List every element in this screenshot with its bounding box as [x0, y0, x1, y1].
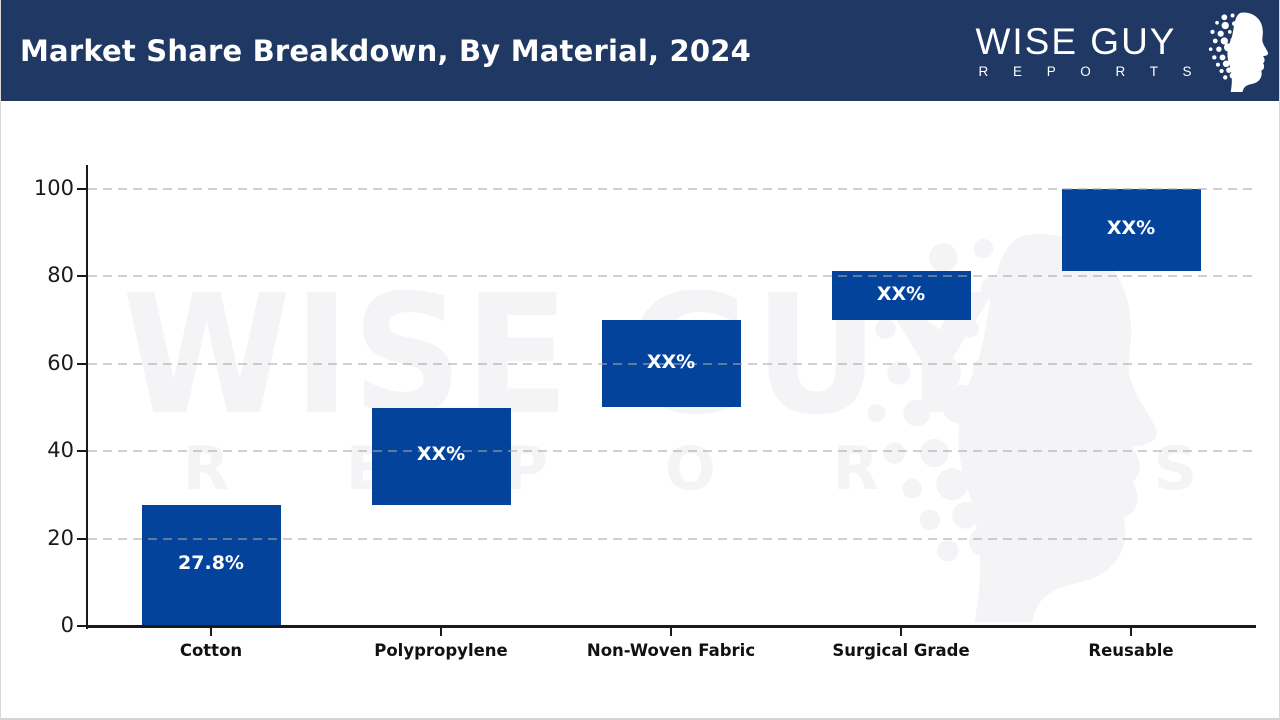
bar	[371, 407, 511, 505]
y-tick-label: 0	[60, 613, 74, 637]
x-tick-mark	[440, 628, 442, 636]
x-tick-label: Polypropylene	[374, 641, 508, 660]
y-tick-mark	[77, 450, 86, 453]
bar-label: XX%	[876, 282, 926, 305]
y-axis	[86, 165, 88, 629]
logo-wordmark-line1: WISE GUY	[975, 20, 1177, 62]
y-tick-label: 100	[33, 176, 74, 200]
x-tick-label: Surgical Grade	[832, 641, 970, 660]
x-tick-mark	[1130, 628, 1132, 636]
x-tick-label: Reusable	[1088, 641, 1174, 660]
gridline	[88, 537, 1255, 540]
x-tick-mark	[900, 628, 902, 636]
y-tick-mark	[77, 188, 86, 190]
header-bar: Market Share Breakdown, By Material, 202…	[0, 0, 1280, 101]
y-tick-mark	[77, 275, 86, 278]
x-tick-mark	[670, 628, 672, 636]
bar	[141, 504, 281, 626]
gridline	[88, 450, 1255, 453]
y-tick-label: 20	[47, 525, 74, 550]
x-tick-label: Cotton	[179, 641, 243, 660]
bar-label: XX%	[416, 443, 466, 465]
logo-wordmark-line2: R E P O R T S	[978, 63, 1202, 79]
bar-label: XX%	[646, 350, 696, 373]
bar	[1061, 189, 1201, 272]
bar-label: 27.8%	[178, 552, 244, 575]
gridline	[88, 188, 1255, 190]
logo-dots	[1208, 12, 1241, 82]
bar	[831, 271, 971, 321]
gridline	[88, 362, 1255, 365]
gridline	[88, 275, 1255, 278]
y-tick-mark	[77, 362, 86, 365]
brand-logo: WISE GUY R E P O R T S	[975, 10, 1280, 92]
page-title: Market Share Breakdown, By Material, 202…	[20, 33, 752, 68]
y-tick-label: 40	[47, 438, 74, 463]
y-tick-label: 80	[47, 263, 74, 288]
x-tick-mark	[210, 628, 212, 636]
logo-wordmark: WISE GUY R E P O R T S	[975, 23, 1202, 79]
y-tick-mark	[77, 625, 86, 627]
y-tick-label: 60	[47, 350, 74, 375]
x-axis	[86, 625, 1256, 628]
bar-label: XX%	[1106, 217, 1156, 240]
y-tick-mark	[77, 537, 86, 540]
logo-head-icon	[1208, 11, 1269, 92]
chart-area: WISE GUY R E P O R T S 0 20 40 60 80 100 27.8%…	[0, 101, 1280, 720]
x-tick-label: Non-Woven Fabric	[586, 641, 756, 660]
